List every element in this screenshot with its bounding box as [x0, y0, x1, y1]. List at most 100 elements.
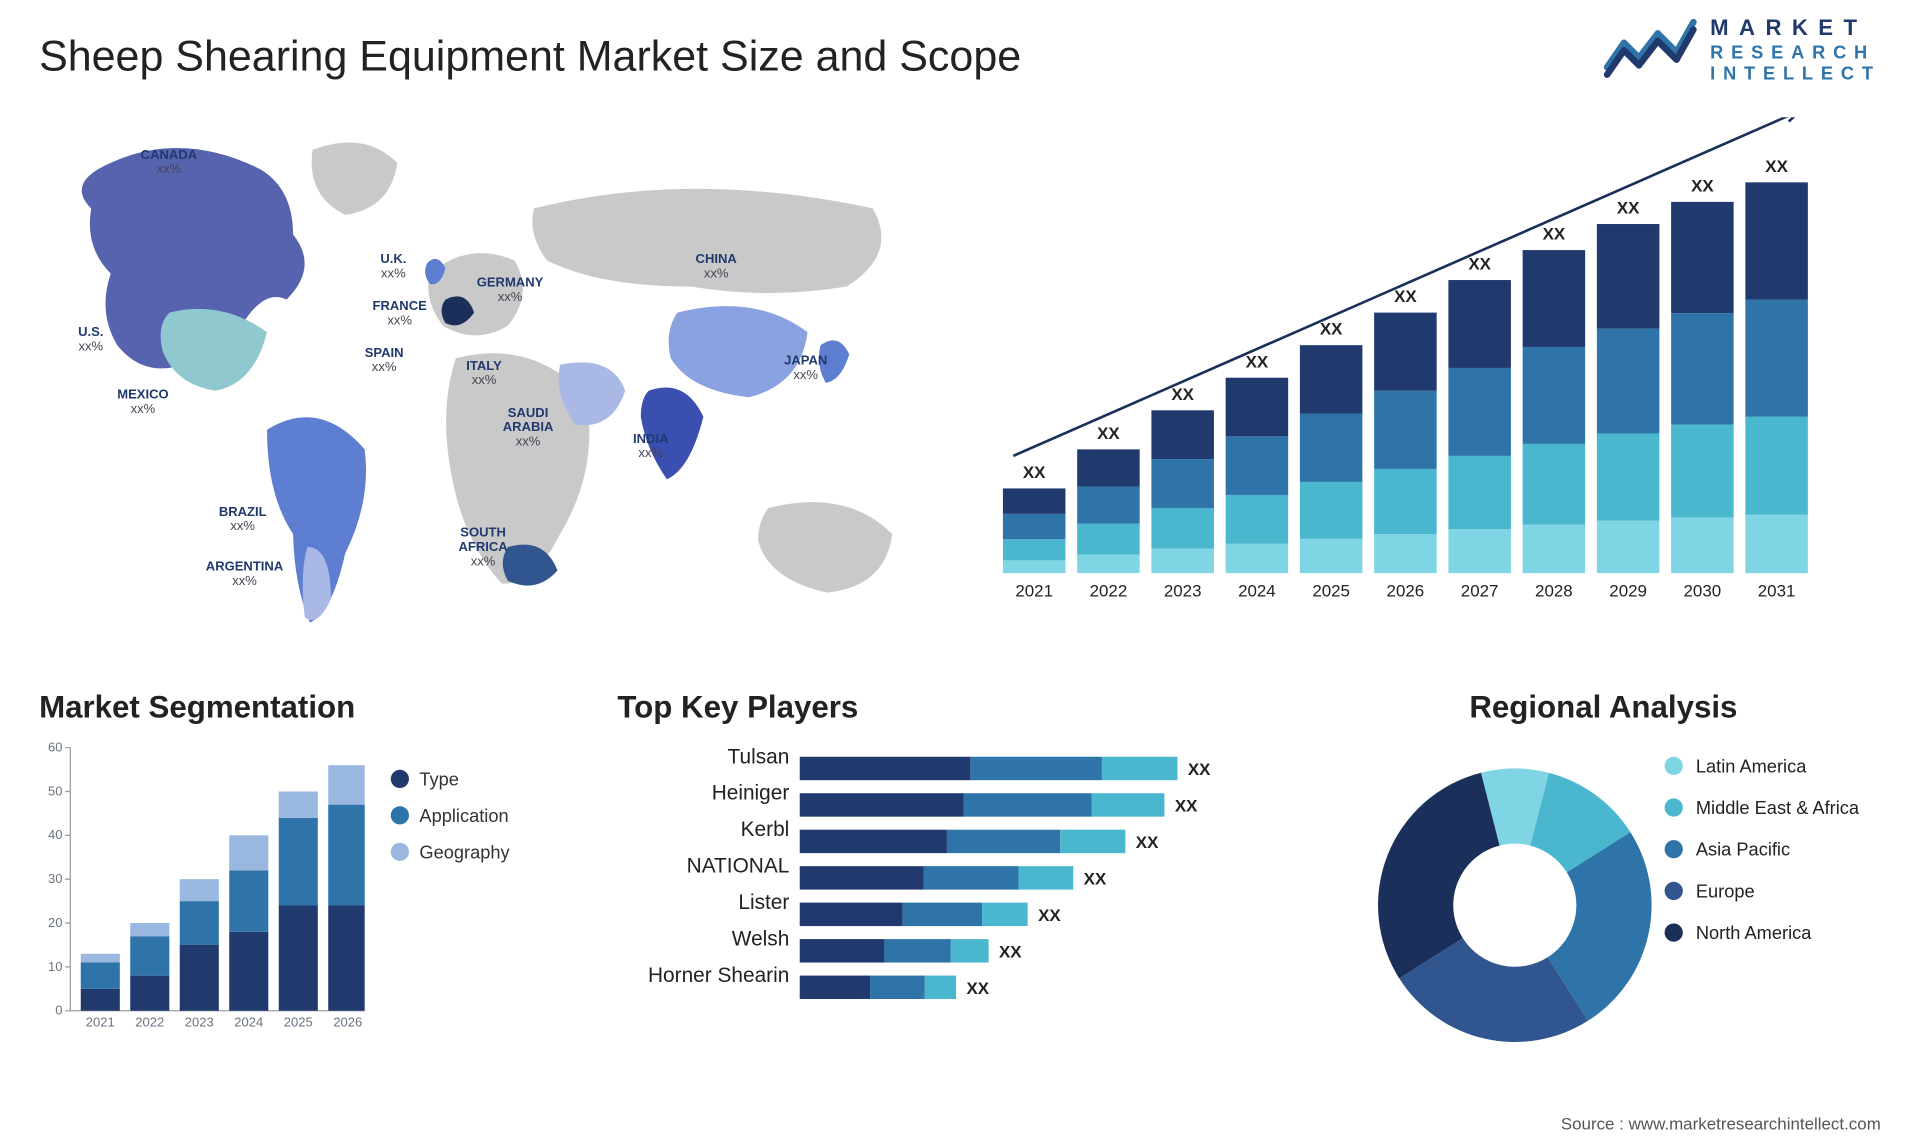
map-country-label: SPAINxx% — [365, 346, 404, 375]
player-value: XX — [1175, 795, 1198, 815]
player-value: XX — [966, 978, 989, 998]
player-name: Horner Shearin — [623, 959, 790, 995]
legend-item: Middle East & Africa — [1665, 797, 1859, 818]
svg-text:XX: XX — [1023, 463, 1046, 482]
svg-text:XX: XX — [1171, 385, 1194, 404]
player-value: XX — [1038, 905, 1061, 925]
player-name: Tulsan — [623, 740, 790, 776]
svg-text:XX: XX — [1765, 157, 1788, 176]
svg-text:2022: 2022 — [1090, 582, 1128, 601]
player-bar — [800, 976, 956, 999]
segmentation-title: Market Segmentation — [39, 690, 586, 726]
svg-text:XX: XX — [1097, 424, 1120, 443]
map-country-label: CANADAxx% — [141, 148, 197, 177]
player-name: Welsh — [623, 922, 790, 958]
legend-item: Europe — [1665, 880, 1859, 901]
svg-text:50: 50 — [48, 783, 62, 798]
player-bar-row: XX — [800, 933, 1211, 969]
svg-text:XX: XX — [1617, 199, 1640, 218]
svg-text:2023: 2023 — [185, 1014, 214, 1029]
logo-text-1: MARKET — [1710, 15, 1867, 41]
legend-item: Type — [391, 768, 510, 789]
regional-legend: Latin America Middle East & Africa Asia Pa… — [1665, 755, 1859, 963]
player-bar-row: XX — [800, 896, 1211, 932]
players-title: Top Key Players — [617, 690, 1294, 726]
svg-text:2023: 2023 — [1164, 582, 1202, 601]
player-bar — [800, 793, 1165, 816]
source-label: Source : — [1561, 1114, 1624, 1134]
player-bar — [800, 830, 1126, 853]
svg-text:40: 40 — [48, 827, 62, 842]
svg-text:XX: XX — [1394, 287, 1417, 306]
svg-text:XX: XX — [1543, 225, 1566, 244]
map-country-label: ARGENTINAxx% — [206, 560, 283, 589]
player-bar — [800, 939, 989, 962]
segmentation-legend: TypeApplicationGeography — [391, 768, 510, 877]
player-bar-row: XX — [800, 750, 1211, 786]
players-name-list: TulsanHeinigerKerblNATIONALListerWelshHo… — [623, 740, 790, 995]
player-bar — [800, 903, 1028, 926]
svg-text:2028: 2028 — [1535, 582, 1573, 601]
map-country-label: CHINAxx% — [696, 253, 737, 282]
segmentation-bar-chart: 0102030405060202120222023202420252026 — [39, 737, 365, 1037]
svg-text:2026: 2026 — [333, 1014, 362, 1029]
map-country-label: MEXICOxx% — [117, 388, 168, 417]
svg-text:2024: 2024 — [1238, 582, 1276, 601]
player-value: XX — [999, 941, 1022, 961]
map-country-label: FRANCExx% — [373, 300, 427, 329]
player-value: XX — [1188, 759, 1211, 779]
svg-text:2025: 2025 — [1312, 582, 1350, 601]
map-country-label: JAPANxx% — [784, 354, 827, 383]
svg-text:2027: 2027 — [1461, 582, 1499, 601]
top-row: CANADAxx%U.S.xx%MEXICOxx%BRAZILxx%ARGENT… — [39, 117, 1881, 638]
map-country-label: SAUDIARABIAxx% — [503, 406, 554, 449]
source-citation: Source : www.marketresearchintellect.com — [1561, 1114, 1881, 1134]
legend-item: Latin America — [1665, 755, 1859, 776]
svg-text:XX: XX — [1246, 352, 1269, 371]
map-country-label: SOUTHAFRICAxx% — [458, 526, 507, 569]
map-country-label: U.S.xx% — [78, 326, 103, 355]
map-country-label: GERMANYxx% — [477, 276, 544, 305]
svg-text:2031: 2031 — [1758, 582, 1796, 601]
svg-text:XX: XX — [1468, 255, 1491, 274]
logo-text-2: RESEARCH — [1710, 41, 1875, 62]
player-value: XX — [1084, 868, 1107, 888]
player-name: Lister — [623, 886, 790, 922]
svg-text:10: 10 — [48, 959, 62, 974]
svg-text:0: 0 — [55, 1003, 62, 1018]
logo-text-3: INTELLECT — [1710, 62, 1881, 83]
player-value: XX — [1136, 832, 1159, 852]
svg-text:60: 60 — [48, 740, 62, 755]
regional-panel: Regional Analysis Latin America Middle Ea… — [1326, 690, 1881, 1094]
svg-text:2022: 2022 — [135, 1014, 164, 1029]
player-bar-row: XX — [800, 787, 1211, 823]
player-bar — [800, 757, 1178, 780]
svg-text:30: 30 — [48, 871, 62, 886]
svg-text:2024: 2024 — [234, 1014, 263, 1029]
svg-text:2021: 2021 — [86, 1014, 115, 1029]
player-name: Kerbl — [623, 813, 790, 849]
growth-chart-panel: XX 2021 XX 2022 XX 2023 XX 2024 XX 2025 XX 2026 XX 20… — [990, 117, 1881, 638]
growth-bar-chart: XX 2021 XX 2022 XX 2023 XX 2024 XX 2025 XX 2026 XX 20… — [990, 117, 1850, 612]
legend-item: North America — [1665, 922, 1859, 943]
legend-item: Asia Pacific — [1665, 839, 1859, 860]
svg-text:20: 20 — [48, 915, 62, 930]
player-bar — [800, 866, 1074, 889]
svg-text:2030: 2030 — [1684, 582, 1722, 601]
map-country-label: U.K.xx% — [380, 253, 406, 282]
players-bar-chart: XX XX XX XX XX XX XX — [800, 750, 1211, 1005]
svg-text:2026: 2026 — [1387, 582, 1425, 601]
segmentation-panel: Market Segmentation 0 10 20 30 40 50 60 2021 202… — [39, 690, 586, 1094]
map-country-label: ITALYxx% — [466, 359, 501, 388]
svg-text:2021: 2021 — [1015, 582, 1053, 601]
brand-logo: MARKET RESEARCH INTELLECT — [1603, 10, 1880, 87]
map-country-label: INDIAxx% — [633, 432, 668, 461]
bottom-row: Market Segmentation 0 10 20 30 40 50 60 2021 202… — [39, 690, 1881, 1094]
regional-title: Regional Analysis — [1326, 690, 1881, 726]
player-bar-row: XX — [800, 860, 1211, 896]
player-name: Heiniger — [623, 776, 790, 812]
regional-donut-chart — [1352, 742, 1678, 1068]
svg-text:2029: 2029 — [1609, 582, 1647, 601]
legend-item: Geography — [391, 841, 510, 862]
infographic-root: Sheep Shearing Equipment Market Size and… — [0, 0, 1920, 1146]
